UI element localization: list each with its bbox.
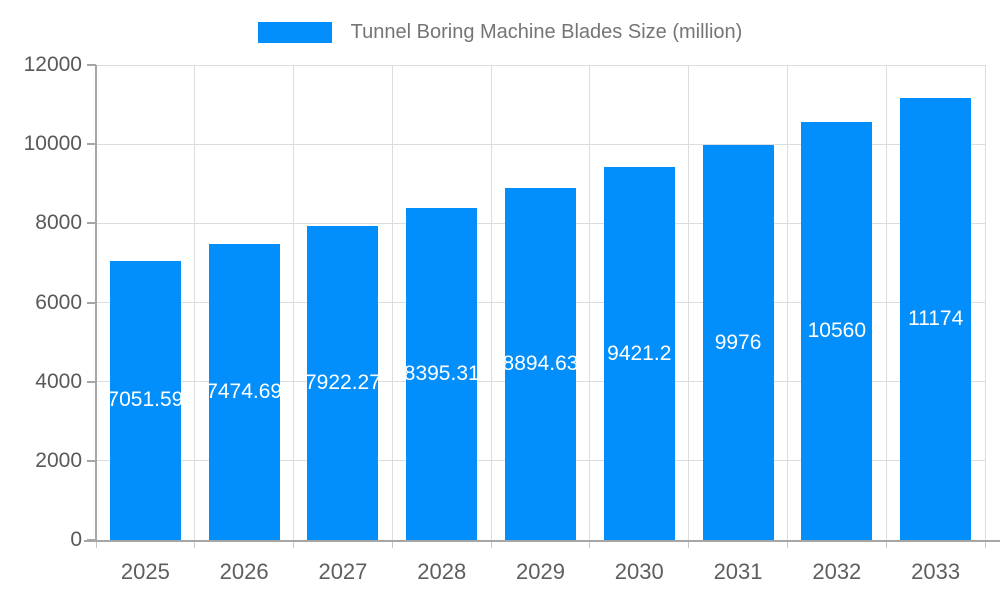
y-tick-label: 0 bbox=[70, 528, 82, 551]
legend-swatch bbox=[257, 21, 332, 43]
bar-value-label: 9976 bbox=[714, 330, 762, 354]
y-tick-label: 2000 bbox=[35, 448, 82, 472]
x-tick-mark bbox=[688, 540, 690, 548]
bar-value-label: 11174 bbox=[907, 306, 964, 330]
x-gridline bbox=[293, 65, 295, 540]
bar: 8894.63 bbox=[505, 187, 576, 540]
x-tick-mark bbox=[786, 540, 788, 548]
x-tick-mark bbox=[589, 540, 591, 548]
x-tick-label: 2028 bbox=[417, 559, 467, 584]
x-tick-mark bbox=[194, 540, 196, 548]
y-tick-label: 4000 bbox=[35, 369, 82, 393]
x-tick-label: 2033 bbox=[911, 559, 961, 584]
y-tick-mark bbox=[87, 143, 96, 146]
bar: 7051.59 bbox=[109, 260, 181, 540]
x-gridline bbox=[688, 65, 690, 540]
y-axis-line bbox=[95, 65, 97, 540]
bar-value-label: 8894.63 bbox=[505, 351, 576, 375]
x-tick-label: 2030 bbox=[614, 559, 664, 584]
x-gridline bbox=[391, 65, 393, 540]
x-tick-mark bbox=[293, 540, 295, 548]
bar: 9421.2 bbox=[603, 167, 675, 540]
bar-value-label: 7051.59 bbox=[109, 388, 181, 412]
y-tick-mark bbox=[87, 459, 96, 462]
x-gridline bbox=[786, 65, 788, 540]
y-tick-mark bbox=[87, 380, 96, 383]
y-gridline bbox=[96, 143, 985, 145]
x-tick-label: 2032 bbox=[812, 559, 862, 584]
y-tick-mark bbox=[87, 222, 96, 225]
bar-value-label: 9421.2 bbox=[607, 341, 672, 365]
bar: 7474.69 bbox=[208, 244, 280, 540]
x-tick-label: 2031 bbox=[713, 559, 763, 584]
bar: 7922.27 bbox=[307, 226, 379, 540]
bar-value-label: 10560 bbox=[807, 319, 867, 342]
bar-value-label: 7922.27 bbox=[307, 371, 379, 395]
x-gridline bbox=[194, 65, 196, 540]
bar-value-label: 7474.69 bbox=[208, 380, 280, 404]
x-tick-label: 2029 bbox=[516, 559, 565, 584]
x-axis-line bbox=[84, 540, 1000, 542]
x-tick-mark bbox=[95, 540, 97, 548]
chart-legend: Tunnel Boring Machine Blades Size (milli… bbox=[0, 20, 1000, 44]
legend-label: Tunnel Boring Machine Blades Size (milli… bbox=[350, 21, 743, 43]
x-gridline bbox=[885, 65, 887, 540]
x-tick-label: 2027 bbox=[318, 559, 368, 584]
x-tick-mark bbox=[885, 540, 887, 548]
x-gridline bbox=[589, 65, 591, 540]
bar: 8395.31 bbox=[406, 207, 478, 540]
y-tick-label: 8000 bbox=[35, 211, 82, 235]
bar: 9976 bbox=[702, 145, 774, 540]
y-gridline bbox=[96, 64, 985, 66]
x-tick-mark bbox=[490, 540, 492, 548]
y-tick-mark bbox=[87, 301, 96, 304]
x-tick-label: 2025 bbox=[120, 559, 170, 584]
x-tick-mark bbox=[984, 540, 986, 548]
y-tick-label: 6000 bbox=[35, 290, 82, 314]
x-gridline bbox=[490, 65, 492, 540]
x-gridline bbox=[984, 65, 986, 540]
y-tick-label: 12000 bbox=[23, 53, 82, 76]
bar-value-label: 8395.31 bbox=[406, 361, 478, 385]
y-tick-mark bbox=[87, 64, 96, 66]
bar: 11174 bbox=[900, 97, 972, 540]
y-tick-label: 10000 bbox=[23, 132, 82, 156]
x-tick-mark bbox=[391, 540, 393, 548]
x-tick-label: 2026 bbox=[219, 559, 269, 584]
bar: 10560 bbox=[801, 122, 873, 540]
